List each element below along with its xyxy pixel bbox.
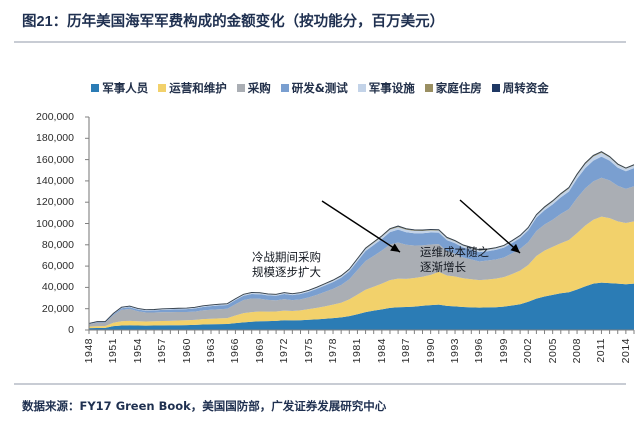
y-axis-tick-label: 100,000 (36, 217, 74, 230)
y-axis-tick-label: 0 (68, 324, 74, 336)
y-axis-tick-label: 180,000 (36, 132, 74, 145)
legend-item-2[interactable]: 采购 (236, 80, 271, 96)
area-series-0 (89, 282, 634, 330)
chart-plot-area: 0 20,000 40,000 60,000 80,000 100,000 120,000 1… (0, 100, 640, 390)
legend-label: 家庭住房 (435, 81, 482, 95)
legend-swatch-icon (91, 84, 100, 92)
legend-swatch-icon (236, 84, 245, 92)
annotation-cold-war-procurement: 冷战期间采购规模逐步扩大 (252, 250, 321, 279)
y-axis-tick-label: 20,000 (41, 302, 74, 315)
legend-item-6[interactable]: 周转资金 (491, 80, 549, 96)
y-axis-labels: 0 20,000 40,000 60,000 80,000 100,000 120,000 1… (0, 100, 84, 336)
legend-label: 军事人员 (102, 81, 149, 95)
title-divider (14, 41, 626, 43)
chart-legend: 军事人员 运营和维护 采购 研发&测试 军事设施 家庭住房 周转资金 (0, 79, 640, 97)
y-axis-tick-label: 200,000 (36, 111, 74, 123)
source-note: 数据来源：FY17 Green Book，美国国防部，广发证券发展研究中心 (22, 399, 387, 413)
legend-label: 采购 (247, 81, 271, 95)
legend-item-3[interactable]: 研发&测试 (280, 80, 348, 96)
title-bar: 图21：历年美国海军军费构成的金额变化（按功能分，百万美元） (0, 0, 640, 44)
y-axis-tick-label: 160,000 (36, 153, 74, 166)
area-series-1 (89, 216, 634, 329)
legend-swatch-icon (158, 84, 167, 92)
legend-swatch-icon (357, 84, 366, 92)
footer-divider (14, 383, 626, 385)
annotation-arrow-1 (459, 199, 521, 254)
legend-item-0[interactable]: 军事人员 (91, 80, 148, 96)
y-axis-tick-label: 60,000 (41, 260, 74, 273)
legend-item-5[interactable]: 家庭住房 (424, 80, 482, 96)
page-title: 图21：历年美国海军军费构成的金额变化（按功能分，百万美元） (22, 14, 445, 30)
legend-item-4[interactable]: 军事设施 (357, 80, 415, 96)
area-series-2 (89, 177, 634, 327)
legend-label: 研发&测试 (291, 81, 348, 95)
area-series-3 (89, 156, 634, 325)
legend-label: 周转资金 (502, 81, 549, 95)
legend-swatch-icon (280, 84, 289, 92)
annotation-arrow-0 (321, 200, 401, 253)
annotation-om-growth: 运维成本随之逐渐增长 (420, 245, 489, 274)
y-axis-tick-label: 40,000 (41, 281, 74, 294)
y-axis-tick-label: 140,000 (36, 174, 74, 187)
stacked-area-svg (85, 116, 635, 334)
y-axis-tick-label: 120,000 (36, 196, 74, 209)
legend-label: 运营和维护 (169, 81, 227, 95)
legend-swatch-icon (424, 84, 433, 92)
y-axis-tick-label: 80,000 (41, 238, 74, 251)
total-outline (88, 151, 635, 324)
legend-item-1[interactable]: 运营和维护 (158, 80, 227, 96)
legend-label: 军事设施 (368, 81, 415, 95)
legend-swatch-icon (491, 84, 500, 92)
